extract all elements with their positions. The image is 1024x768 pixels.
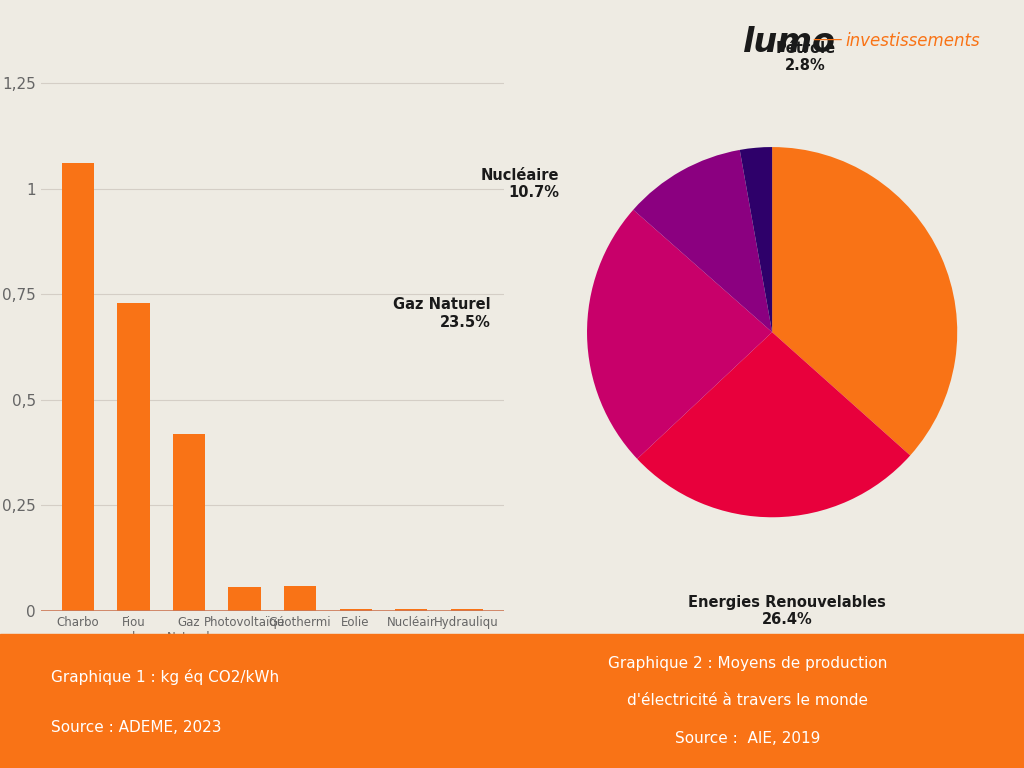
Text: d'électricité à travers le monde: d'électricité à travers le monde [627, 694, 868, 708]
Text: Pétrole
2.8%: Pétrole 2.8% [775, 41, 836, 73]
Wedge shape [739, 147, 772, 332]
Bar [228, 588, 261, 611]
Text: Nucléaire
10.7%: Nucléaire 10.7% [480, 168, 559, 200]
Text: Energies Renouvelables
26.4%: Energies Renouvelables 26.4% [688, 595, 886, 627]
Text: investissements: investissements [846, 32, 980, 50]
Text: Graphique 2 : Moyens de production: Graphique 2 : Moyens de production [608, 656, 887, 670]
Wedge shape [772, 147, 957, 455]
Bar [62, 164, 94, 611]
Bar [284, 586, 316, 611]
Text: Source : ADEME, 2023: Source : ADEME, 2023 [51, 720, 222, 735]
Text: ——: —— [812, 32, 843, 48]
Text: Gaz Naturel
23.5%: Gaz Naturel 23.5% [393, 297, 490, 329]
Wedge shape [633, 150, 772, 332]
Wedge shape [637, 332, 910, 518]
Bar [395, 609, 427, 611]
Bar [173, 434, 205, 611]
Wedge shape [587, 210, 772, 458]
Bar [118, 303, 150, 611]
Text: Graphique 1 : kg éq CO2/kWh: Graphique 1 : kg éq CO2/kWh [51, 669, 280, 684]
Text: Source :  AIE, 2019: Source : AIE, 2019 [675, 731, 820, 746]
Text: lumo: lumo [743, 26, 837, 59]
Bar [451, 609, 482, 611]
Bar [340, 609, 372, 611]
